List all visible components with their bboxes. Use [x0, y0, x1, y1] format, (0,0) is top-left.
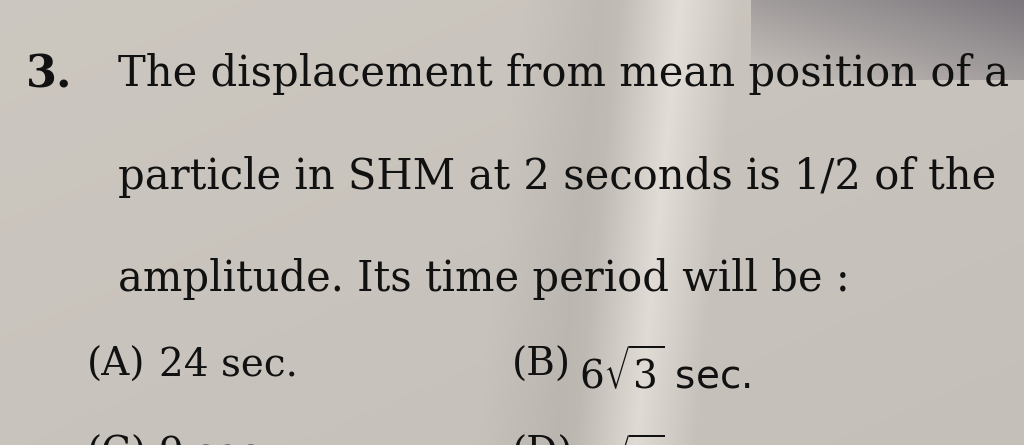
Text: (A): (A)	[87, 347, 145, 384]
Text: particle in SHM at 2 seconds is 1/2 of the: particle in SHM at 2 seconds is 1/2 of t…	[118, 156, 996, 198]
Text: (C): (C)	[87, 436, 147, 445]
Text: 24 sec.: 24 sec.	[159, 347, 298, 384]
Text: amplitude. Its time period will be :: amplitude. Its time period will be :	[118, 258, 850, 300]
Text: (D): (D)	[512, 436, 573, 445]
Text: $6\sqrt{3}$ sec.: $6\sqrt{3}$ sec.	[579, 347, 751, 396]
Text: (B): (B)	[512, 347, 571, 384]
Text: 9 sec.: 9 sec.	[159, 436, 272, 445]
Text: $3\sqrt{3}$ sec.: $3\sqrt{3}$ sec.	[579, 436, 751, 445]
Text: 3.: 3.	[26, 53, 72, 97]
Text: The displacement from mean position of a: The displacement from mean position of a	[118, 53, 1009, 95]
